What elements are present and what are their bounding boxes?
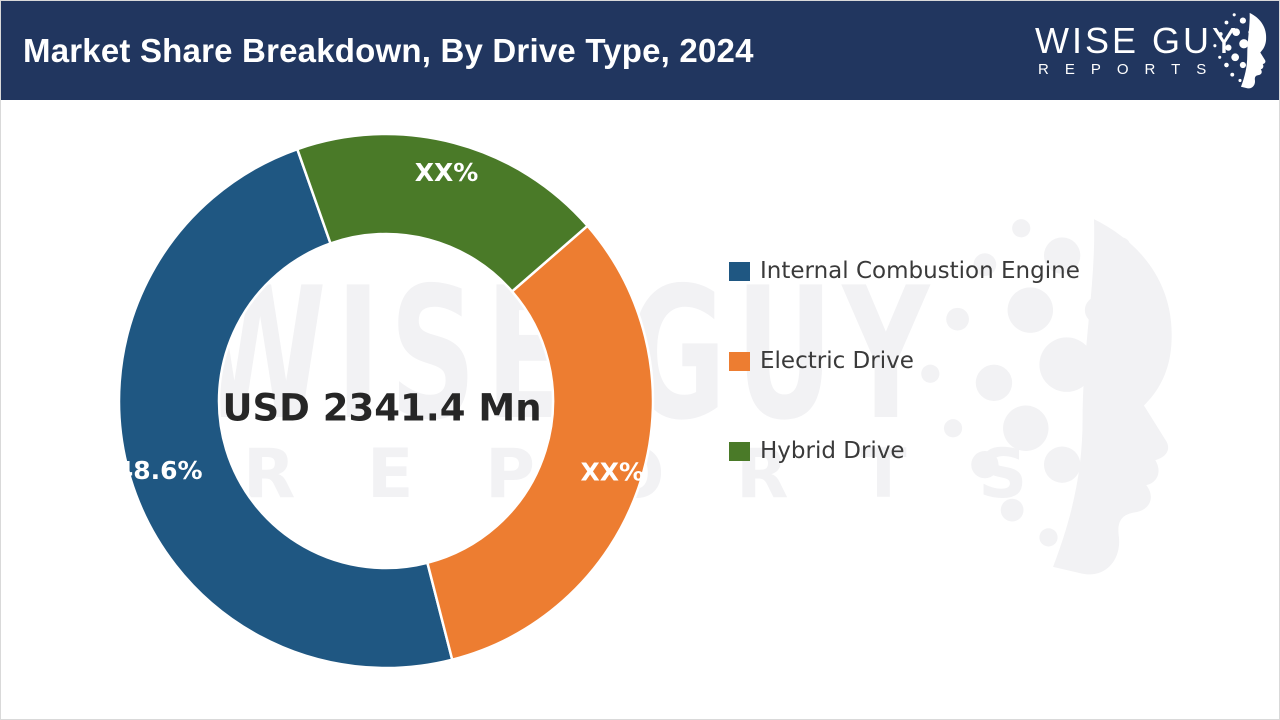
chart-legend: Internal Combustion Engine Electric Drive…: [729, 253, 1080, 523]
legend-label: Internal Combustion Engine: [760, 258, 1080, 284]
logo-head-icon: [1213, 12, 1267, 89]
watermark-head-logo: [921, 219, 1172, 575]
slice-value-label-0: 48.6%: [116, 456, 203, 485]
header-bar: Market Share Breakdown, By Drive Type, 2…: [1, 1, 1279, 100]
chart-center-value: USD 2341.4 Mn: [222, 386, 542, 430]
legend-swatch-icon: [729, 261, 750, 281]
logo-wordmark: WISE GUY: [1035, 20, 1240, 61]
wise-guy-logo: WISE GUY REPORTS: [1011, 7, 1271, 95]
pie-slice-1: [426, 224, 655, 661]
pie-slice-2: [296, 132, 589, 293]
legend-item-1: Electric Drive: [729, 343, 1080, 379]
logo-reports-text: REPORTS: [1038, 61, 1223, 78]
slice-value-label-1: XX%: [580, 458, 644, 487]
legend-item-0: Internal Combustion Engine: [729, 253, 1080, 289]
legend-label: Hybrid Drive: [760, 438, 905, 464]
legend-label: Electric Drive: [760, 348, 914, 374]
legend-swatch-icon: [729, 351, 750, 371]
slice-value-label-2: XX%: [415, 158, 479, 187]
legend-swatch-icon: [729, 441, 750, 461]
legend-item-2: Hybrid Drive: [729, 433, 1080, 469]
page-title: Market Share Breakdown, By Drive Type, 2…: [23, 31, 754, 69]
pie-slice-0: [117, 147, 454, 670]
